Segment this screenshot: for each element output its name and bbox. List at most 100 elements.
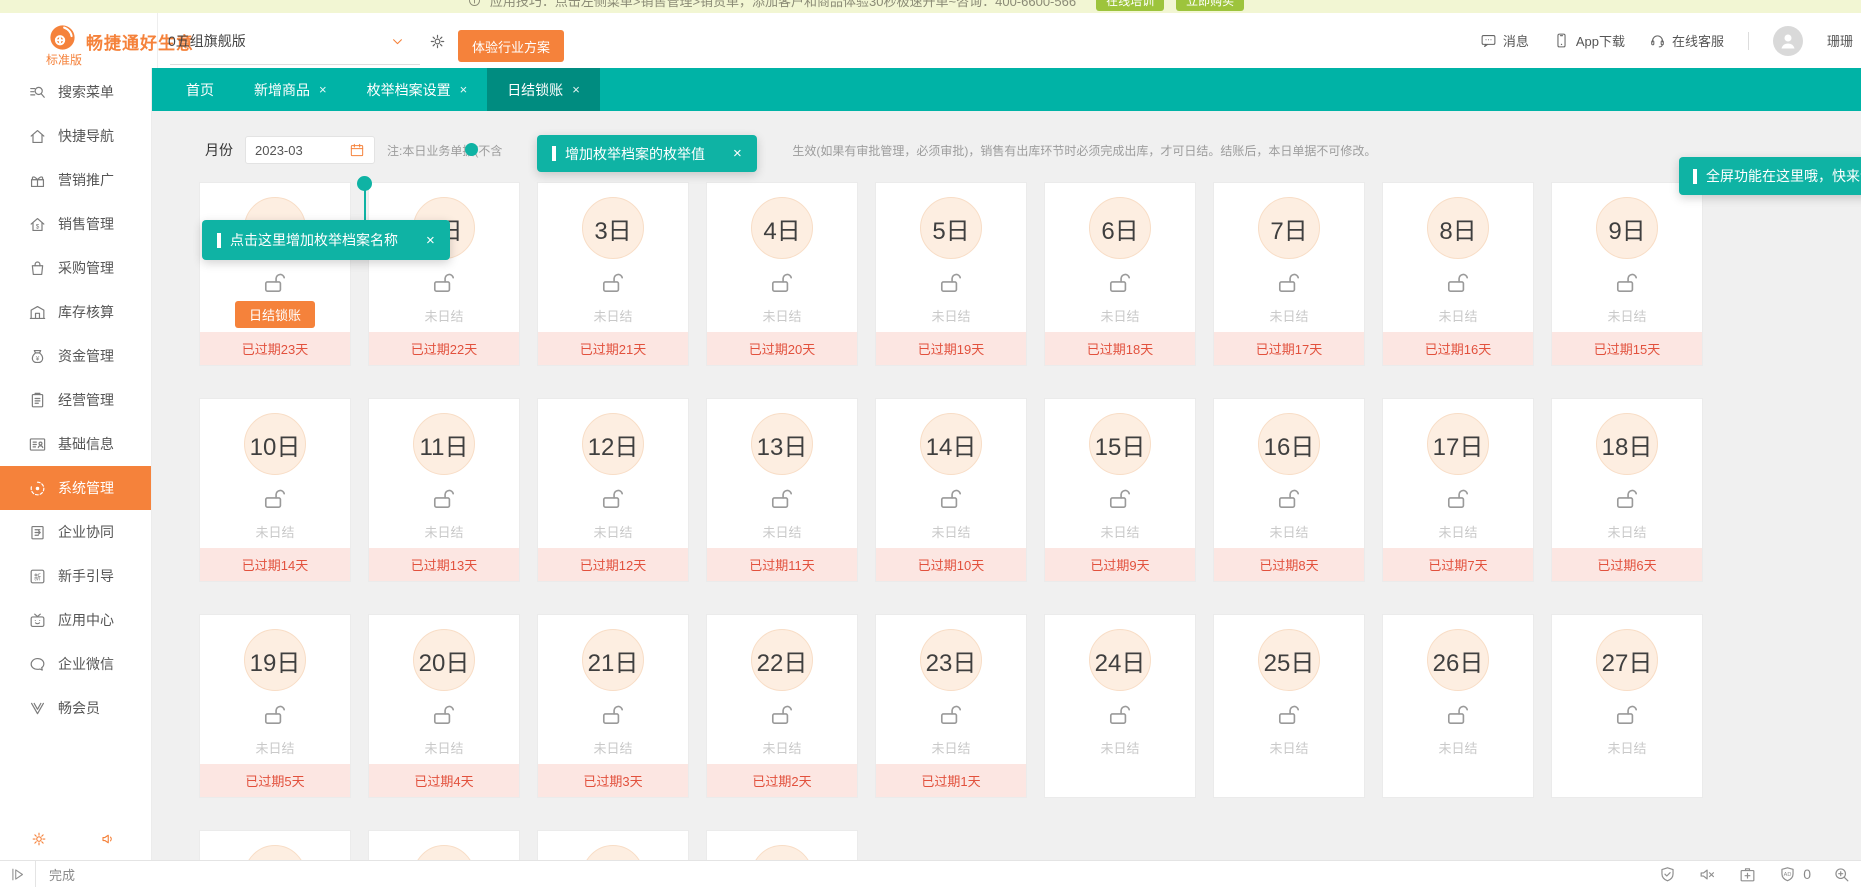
day-label: 23日 <box>925 649 977 677</box>
day-card[interactable]: 24日 未日结 <box>1044 614 1196 798</box>
day-status: 未日结 <box>762 740 802 756</box>
calendar-icon[interactable] <box>349 142 365 158</box>
day-circle: 11日 <box>413 413 475 475</box>
shield-check-icon[interactable] <box>1658 865 1677 884</box>
header-nav-item[interactable]: 在线客服 <box>1649 31 1724 50</box>
close-icon[interactable]: × <box>426 231 435 249</box>
banner-button[interactable]: 立即购买 <box>1176 0 1245 11</box>
day-card[interactable]: 22日 未日结 已过期2天 <box>706 614 858 798</box>
month-input[interactable]: 2023-03 <box>245 136 375 164</box>
sidebar-item-label: 企业协同 <box>58 524 114 540</box>
statusbar-icons: AD 0 <box>1658 865 1861 884</box>
brand-edition: 标准版 <box>46 53 83 67</box>
sidebar-item[interactable]: 经营管理 <box>0 378 151 422</box>
banner-button[interactable]: 在线培训 <box>1096 0 1165 11</box>
account-selector[interactable]: 0五组旗舰版 <box>168 28 406 54</box>
zoom-in-icon[interactable] <box>1832 865 1851 884</box>
day-circle: 4日 <box>751 197 813 259</box>
sidebar-item[interactable]: 畅会员 <box>0 686 151 730</box>
day-status: 未日结 <box>1100 524 1140 540</box>
day-card[interactable]: 2日 未日结 已过期22天 <box>368 182 520 366</box>
day-card[interactable]: 1日 日结锁账 已过期23天 <box>199 182 351 366</box>
day-card[interactable]: 26日 未日结 <box>1382 614 1534 798</box>
day-card[interactable]: 21日 未日结 已过期3天 <box>537 614 689 798</box>
industry-trial-button[interactable]: 体验行业方案 <box>458 30 565 62</box>
step-play-icon[interactable] <box>9 866 26 883</box>
sidebar-item[interactable]: 新 新手引导 <box>0 554 151 598</box>
day-card[interactable] <box>368 830 520 860</box>
day-status: 未日结 <box>762 308 802 324</box>
day-status: 未日结 <box>593 308 633 324</box>
day-card[interactable]: 5日 未日结 已过期19天 <box>875 182 1027 366</box>
day-card[interactable]: 14日 未日结 已过期10天 <box>875 398 1027 582</box>
lock-open-icon <box>1612 702 1642 728</box>
sidebar-item[interactable]: $ 销售管理 <box>0 202 151 246</box>
tab[interactable]: 日结锁账 × <box>487 68 600 111</box>
header-nav-item[interactable]: App下载 <box>1553 31 1625 50</box>
sidebar-item[interactable]: ¥ 资金管理 <box>0 334 151 378</box>
sidebar-item-label: 畅会员 <box>58 700 100 716</box>
sidebar-item[interactable]: 库存核算 <box>0 290 151 334</box>
ad-badge-icon[interactable]: AD <box>1778 865 1797 884</box>
lock-open-icon <box>429 486 459 512</box>
day-circle: 14日 <box>920 413 982 475</box>
day-card[interactable] <box>706 830 858 860</box>
day-card[interactable]: 11日 未日结 已过期13天 <box>368 398 520 582</box>
day-card[interactable]: 6日 未日结 已过期18天 <box>1044 182 1196 366</box>
sidebar-item[interactable]: 系统管理 <box>0 466 151 510</box>
sidebar-settings-gear-icon[interactable] <box>30 830 48 848</box>
day-status: 未日结 <box>424 524 464 540</box>
tab-close-icon[interactable]: × <box>319 82 327 97</box>
day-card[interactable]: 8日 未日结 已过期16天 <box>1382 182 1534 366</box>
day-card[interactable]: 4日 未日结 已过期20天 <box>706 182 858 366</box>
tab-close-icon[interactable]: × <box>572 82 580 97</box>
day-label: 8日 <box>1439 217 1477 245</box>
sidebar-items: 搜索菜单 快捷导航 营销推广 $ 销售管理 采购管理 库存核算 ¥ 资金管理 经… <box>0 70 151 730</box>
tooltip-text: 全屏功能在这里哦，快来试试吧～ <box>1706 168 1861 184</box>
sidebar-item[interactable]: 快捷导航 <box>0 114 151 158</box>
sidebar-item[interactable]: 企业微信 <box>0 642 151 686</box>
tab[interactable]: 新增商品 × <box>234 68 347 111</box>
day-label: 22日 <box>756 649 808 677</box>
day-card[interactable]: 19日 未日结 已过期5天 <box>199 614 351 798</box>
announcement-horn-icon[interactable] <box>100 830 118 848</box>
day-card[interactable]: 20日 未日结 已过期4天 <box>368 614 520 798</box>
day-card[interactable]: 7日 未日结 已过期17天 <box>1213 182 1365 366</box>
avatar[interactable] <box>1772 25 1803 56</box>
day-card[interactable]: 18日 未日结 已过期6天 <box>1551 398 1703 582</box>
header-nav-item[interactable]: 消息 <box>1480 31 1529 50</box>
day-card[interactable]: 13日 未日结 已过期11天 <box>706 398 858 582</box>
close-icon[interactable]: × <box>733 145 742 162</box>
day-card[interactable]: 3日 未日结 已过期21天 <box>537 182 689 366</box>
sidebar-item-label: 营销推广 <box>58 172 114 188</box>
day-card[interactable] <box>537 830 689 860</box>
day-card[interactable]: 12日 未日结 已过期12天 <box>537 398 689 582</box>
sidebar-item[interactable]: 采购管理 <box>0 246 151 290</box>
day-settle-button[interactable]: 日结锁账 <box>234 301 315 328</box>
day-card[interactable]: 17日 未日结 已过期7天 <box>1382 398 1534 582</box>
sidebar-item[interactable]: 搜索菜单 <box>0 70 151 114</box>
tab[interactable]: 首页 <box>166 68 234 111</box>
expired-badge: 已过期8天 <box>1214 548 1364 581</box>
day-card[interactable] <box>199 830 351 860</box>
sidebar-item[interactable]: 企业协同 <box>0 510 151 554</box>
toolbox-plus-icon[interactable] <box>1738 865 1757 884</box>
tab-close-icon[interactable]: × <box>459 82 468 97</box>
day-card[interactable]: 16日 未日结 已过期8天 <box>1213 398 1365 582</box>
day-status: 未日结 <box>931 308 971 324</box>
day-label: 11日 <box>419 433 469 461</box>
sell-icon: $ <box>28 215 47 234</box>
day-card[interactable]: 25日 未日结 <box>1213 614 1365 798</box>
sidebar-item[interactable]: 基础信息 <box>0 422 151 466</box>
day-card[interactable]: 10日 未日结 已过期14天 <box>199 398 351 582</box>
mute-speaker-icon[interactable] <box>1698 865 1717 884</box>
gear-icon[interactable] <box>428 32 447 51</box>
day-card[interactable]: 9日 未日结 已过期15天 <box>1551 182 1703 366</box>
day-card[interactable]: 15日 未日结 已过期9天 <box>1044 398 1196 582</box>
sidebar-item[interactable]: 营销推广 <box>0 158 151 202</box>
day-card[interactable]: 27日 未日结 <box>1551 614 1703 798</box>
sidebar-item[interactable]: 应用中心 <box>0 598 151 642</box>
day-card[interactable]: 23日 未日结 已过期1天 <box>875 614 1027 798</box>
tab[interactable]: 枚举档案设置 × <box>347 68 488 111</box>
lock-open-icon <box>1274 270 1304 296</box>
